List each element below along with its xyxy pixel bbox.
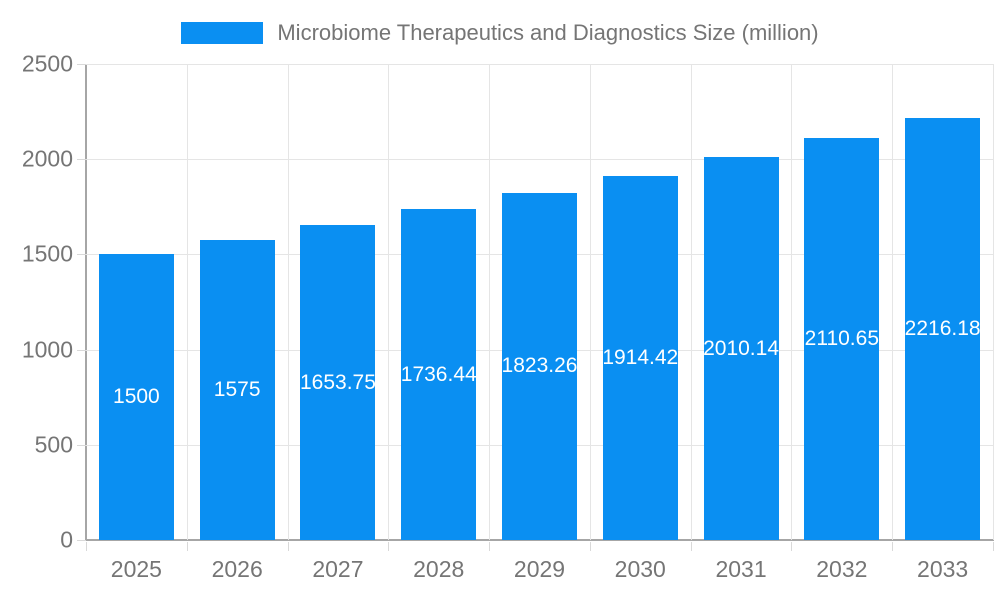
y-tick-label: 2500 [21,50,73,77]
legend-label: Microbiome Therapeutics and Diagnostics … [277,20,819,45]
x-tick-mark [993,542,994,551]
x-gridline [892,64,894,540]
bar-value-label: 2110.65 [804,327,879,351]
bar-value-label: 1500 [113,385,160,409]
x-gridline [690,64,692,540]
x-tick-label: 2032 [816,556,868,582]
bar-value-label: 2010.14 [703,336,779,360]
x-tick-label: 2030 [614,556,666,582]
x-gridline [186,64,188,540]
bar-value-label: 1575 [213,378,261,402]
y-tick-mark [77,349,86,351]
x-tick-label: 2025 [110,556,162,582]
y-tick-mark [77,159,86,161]
x-tick-label: 2026 [211,556,263,582]
y-tick-label: 0 [60,526,73,553]
bar[interactable]: 1823.26 [502,192,577,540]
y-tick-label: 1000 [21,336,73,363]
legend-swatch [181,22,264,45]
x-gridline [287,64,289,540]
bar-value-label: 1914.42 [602,345,678,369]
bar[interactable]: 1500 [98,254,174,540]
bar-value-label: 1823.26 [502,354,577,378]
x-tick-mark [589,542,591,551]
bar-value-label: 2216.18 [905,317,981,341]
x-tick-label: 2033 [917,556,969,582]
bar[interactable]: 2010.14 [703,157,779,540]
x-tick-mark [186,542,188,551]
bar[interactable]: 2110.65 [804,138,880,540]
y-tick-label: 1500 [21,240,73,267]
x-tick-mark [690,542,692,551]
bar[interactable]: 1575 [199,240,275,540]
y-gridline [86,159,993,161]
x-tick-label: 2031 [715,556,767,582]
bar-value-label: 1653.75 [300,370,376,394]
y-axis-line [85,64,87,540]
x-tick-mark [388,542,390,551]
x-axis-line [85,539,994,541]
y-tick-label: 500 [34,431,73,458]
x-tick-mark [287,542,289,551]
x-gridline [489,64,491,540]
bar[interactable]: 1736.44 [401,209,477,540]
bar-value-label: 1736.44 [401,362,477,386]
x-gridline [589,64,591,540]
y-tick-mark [77,444,86,446]
y-gridline [86,64,993,65]
x-gridline [791,64,793,540]
x-gridline [388,64,390,540]
y-tick-label: 2000 [21,145,73,172]
x-tick-mark [791,542,793,551]
x-tick-mark [892,542,894,551]
x-tick-label: 2027 [312,556,364,582]
y-tick-mark [77,254,86,256]
bar[interactable]: 1653.75 [300,225,376,540]
x-tick-label: 2028 [413,556,465,582]
y-tick-mark [77,64,86,65]
x-tick-mark [489,542,491,551]
x-tick-label: 2029 [513,556,566,582]
y-tick-mark [77,540,86,541]
legend[interactable]: Microbiome Therapeutics and Diagnostics … [0,20,1000,46]
x-gridline [993,64,994,540]
bar[interactable]: 1914.42 [602,175,678,540]
bar[interactable]: 2216.18 [905,118,981,540]
x-tick-mark [86,542,87,551]
plot-area: 0 500 1000 1500 2000 2500 1500 2025 1575 2026 1653… [22,51,994,582]
